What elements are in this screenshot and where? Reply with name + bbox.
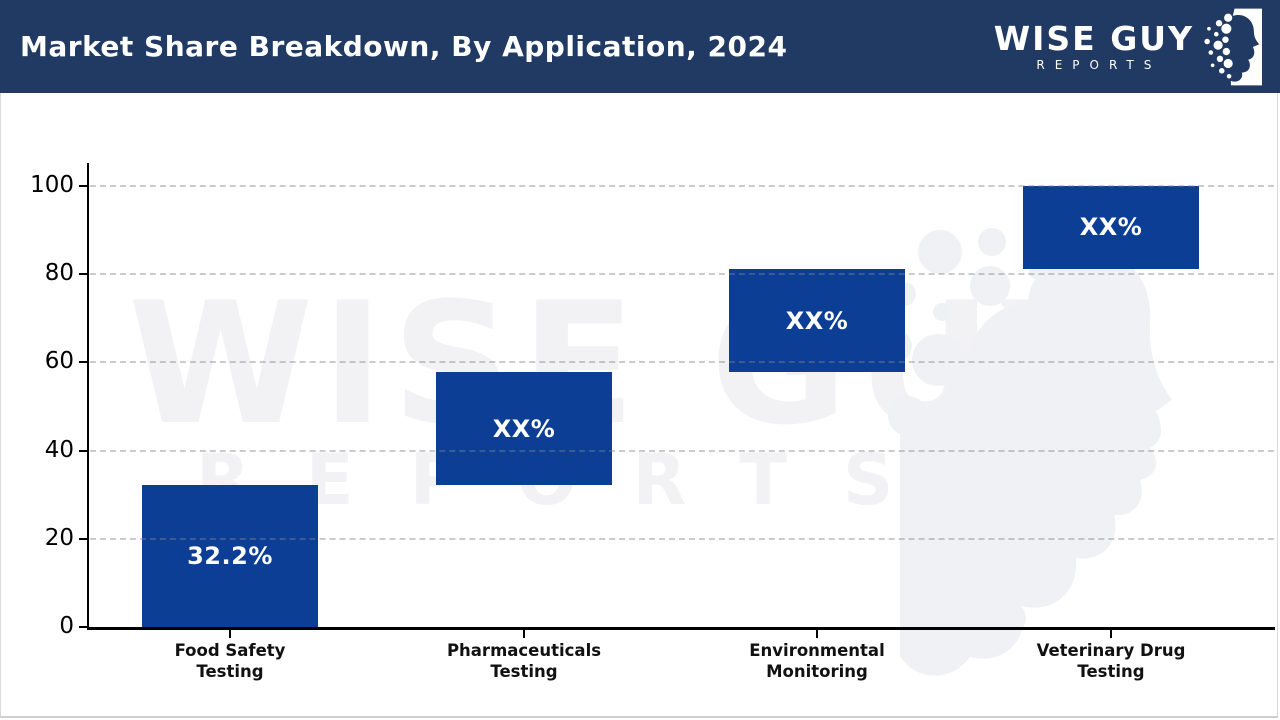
y-tick-mark-20 <box>79 537 87 540</box>
y-tick-mark-0 <box>79 626 87 628</box>
page-title: Market Share Breakdown, By Application, … <box>20 30 788 63</box>
x-tick-label-1: Food Safety Testing <box>174 641 286 681</box>
gridline-y-80 <box>90 273 1274 276</box>
logo-text: WISE GUY REPORTS <box>993 18 1194 72</box>
wise-guy-reports-logo: WISE GUY REPORTS <box>994 7 1262 87</box>
x-tick-mark-4 <box>1110 630 1112 638</box>
logo-face-icon <box>1204 8 1262 85</box>
y-tick-label-20: 20 <box>44 524 74 551</box>
bar-1: 32.2% <box>142 484 318 627</box>
bar-3: XX% <box>729 268 905 373</box>
bar-value-label-4: XX% <box>1079 213 1143 242</box>
x-tick-mark-1 <box>229 630 231 638</box>
x-axis-line <box>87 627 1275 630</box>
y-tick-label-100: 100 <box>30 172 74 198</box>
y-tick-mark-80 <box>79 273 87 276</box>
bar-2: XX% <box>436 372 612 485</box>
gridline-y-40 <box>90 449 1274 452</box>
gridline-y-100 <box>90 185 1274 187</box>
x-tick-label-3: Environmental Monitoring <box>749 641 885 681</box>
bar-value-label-1: 32.2% <box>187 541 273 570</box>
y-tick-label-40: 40 <box>44 436 74 463</box>
y-tick-label-0: 0 <box>59 613 74 639</box>
y-axis-line <box>87 163 89 627</box>
y-tick-label-80: 80 <box>44 260 74 287</box>
x-tick-label-4: Veterinary Drug Testing <box>1036 641 1186 681</box>
bar-value-label-2: XX% <box>492 414 556 443</box>
logo-wordmark: WISE GUY <box>993 18 1194 58</box>
gridline-y-20 <box>90 537 1274 540</box>
x-tick-label-2: Pharmaceuticals Testing <box>446 641 602 681</box>
bar-value-label-3: XX% <box>785 306 849 335</box>
y-tick-mark-40 <box>79 449 87 452</box>
x-tick-mark-3 <box>816 630 818 638</box>
y-tick-mark-60 <box>79 361 87 364</box>
x-tick-mark-2 <box>523 630 525 638</box>
y-tick-label-60: 60 <box>44 348 74 375</box>
bar-4: XX% <box>1023 186 1199 269</box>
header-bar: Market Share Breakdown, By Application, … <box>0 0 1280 93</box>
logo-subtitle: REPORTS <box>1036 57 1162 72</box>
gridline-y-60 <box>90 361 1274 364</box>
y-tick-mark-100 <box>79 185 87 187</box>
